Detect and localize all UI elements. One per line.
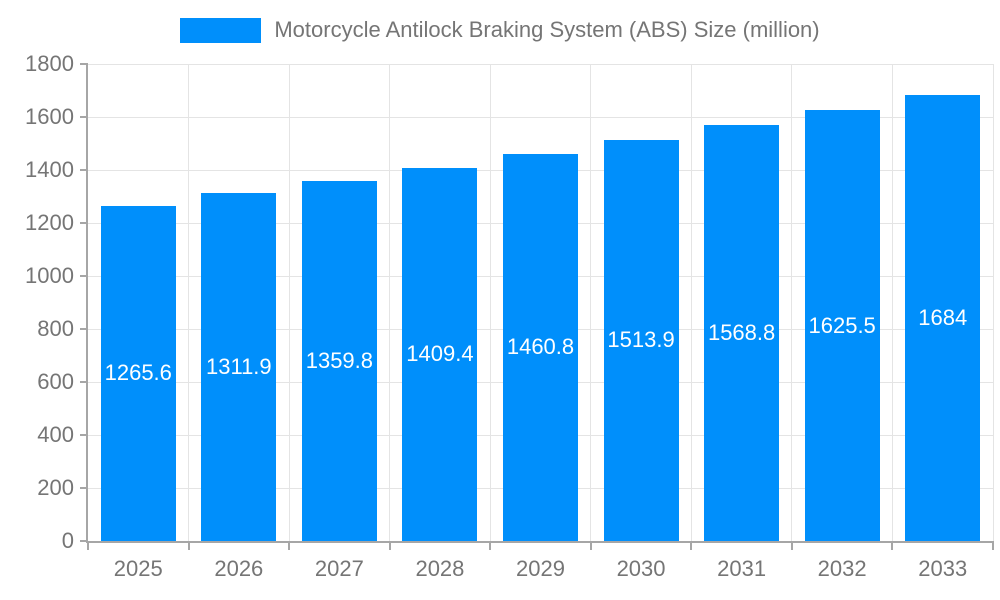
- y-axis-tick: [80, 540, 88, 542]
- y-axis-tick: [80, 275, 88, 277]
- y-axis-tick: [80, 434, 88, 436]
- x-tick-label: 2031: [717, 556, 767, 581]
- gridline-vertical: [489, 64, 491, 541]
- x-axis-tick: [790, 541, 793, 550]
- gridline-vertical: [690, 64, 692, 541]
- legend-swatch: [180, 17, 262, 43]
- bar-value-label: 1568.8: [707, 320, 776, 346]
- y-axis-tick: [80, 381, 88, 383]
- x-tick-label: 2028: [415, 556, 465, 581]
- legend-label: Motorcycle Antilock Braking System (ABS)…: [274, 17, 820, 42]
- x-axis-tick: [690, 541, 693, 550]
- x-axis-tick: [87, 541, 89, 550]
- x-tick-label: 2033: [918, 556, 968, 581]
- x-tick-label: 2029: [516, 556, 565, 581]
- bar-2031[interactable]: 1568.8: [704, 125, 780, 541]
- bar-value-label: 1625.5: [808, 312, 876, 338]
- gridline-vertical: [590, 64, 592, 541]
- x-axis-line: [86, 541, 993, 543]
- gridline-vertical: [791, 64, 793, 541]
- y-tick-label: 1400: [25, 157, 74, 182]
- gridline-vertical: [188, 64, 190, 541]
- y-tick-label: 1800: [25, 51, 74, 76]
- bar-2028[interactable]: 1409.4: [402, 167, 478, 541]
- y-tick-label: 1200: [25, 210, 74, 235]
- x-tick-label: 2030: [616, 556, 666, 581]
- y-axis-tick: [80, 222, 88, 224]
- bar-value-label: 1359.8: [305, 347, 374, 373]
- y-axis-tick: [80, 328, 88, 330]
- bar-value-label: 1409.4: [406, 341, 474, 367]
- bar-value-label: 1513.9: [607, 327, 675, 353]
- y-tick-label: 1600: [25, 104, 74, 129]
- bar-2030[interactable]: 1513.9: [603, 139, 679, 541]
- gridline-vertical: [992, 64, 994, 541]
- gridline-vertical: [389, 64, 391, 541]
- y-axis-line: [86, 64, 88, 543]
- y-axis-tick: [80, 169, 88, 171]
- y-tick-label: 400: [37, 422, 74, 447]
- bar-value-label: 1460.8: [506, 334, 575, 360]
- bar-2033[interactable]: 1684: [905, 94, 981, 541]
- gridline-vertical: [288, 64, 290, 541]
- bar-value-label: 1265.6: [104, 360, 172, 386]
- bar-2032[interactable]: 1625.5: [804, 110, 880, 541]
- y-axis-tick: [80, 487, 88, 489]
- x-axis-tick: [187, 541, 190, 550]
- y-tick-label: 200: [37, 475, 74, 500]
- bar-value-label: 1684: [918, 304, 968, 330]
- y-tick-label: 1000: [25, 263, 74, 288]
- bar-2027[interactable]: 1359.8: [301, 180, 377, 541]
- bar-2026[interactable]: 1311.9: [201, 193, 277, 541]
- x-axis-tick: [891, 541, 894, 550]
- y-tick-label: 800: [37, 316, 74, 341]
- bar-2025[interactable]: 1265.6: [100, 205, 176, 541]
- x-axis-tick: [992, 541, 994, 550]
- x-tick-label: 2032: [817, 556, 867, 581]
- x-tick-label: 2026: [214, 556, 264, 581]
- y-tick-label: 0: [61, 528, 74, 553]
- gridline-horizontal: [88, 116, 993, 118]
- x-axis-tick: [589, 541, 592, 550]
- bar-2029[interactable]: 1460.8: [503, 153, 578, 541]
- y-axis-tick: [80, 63, 88, 65]
- x-tick-label: 2027: [314, 556, 364, 581]
- gridline-horizontal: [88, 63, 993, 65]
- x-axis-tick: [288, 541, 291, 550]
- bar-value-label: 1311.9: [206, 354, 272, 380]
- y-axis-tick: [80, 116, 88, 118]
- y-tick-label: 600: [37, 369, 74, 394]
- x-tick-label: 2025: [113, 556, 163, 581]
- gridline-vertical: [891, 64, 893, 541]
- x-axis-tick: [489, 541, 492, 550]
- x-axis-tick: [388, 541, 391, 550]
- legend[interactable]: Motorcycle Antilock Braking System (ABS)…: [0, 17, 1000, 43]
